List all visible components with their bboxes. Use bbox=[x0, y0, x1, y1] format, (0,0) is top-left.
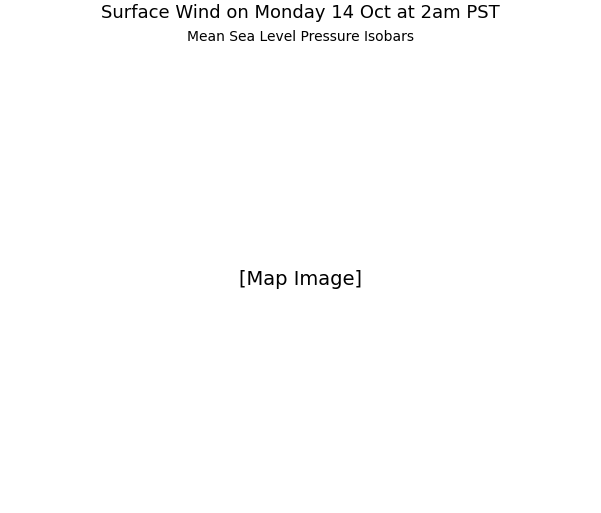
Text: Surface Wind on Monday 14 Oct at 2am PST: Surface Wind on Monday 14 Oct at 2am PST bbox=[101, 4, 500, 22]
Text: [Map Image]: [Map Image] bbox=[239, 270, 362, 289]
Text: Mean Sea Level Pressure Isobars: Mean Sea Level Pressure Isobars bbox=[187, 30, 414, 44]
